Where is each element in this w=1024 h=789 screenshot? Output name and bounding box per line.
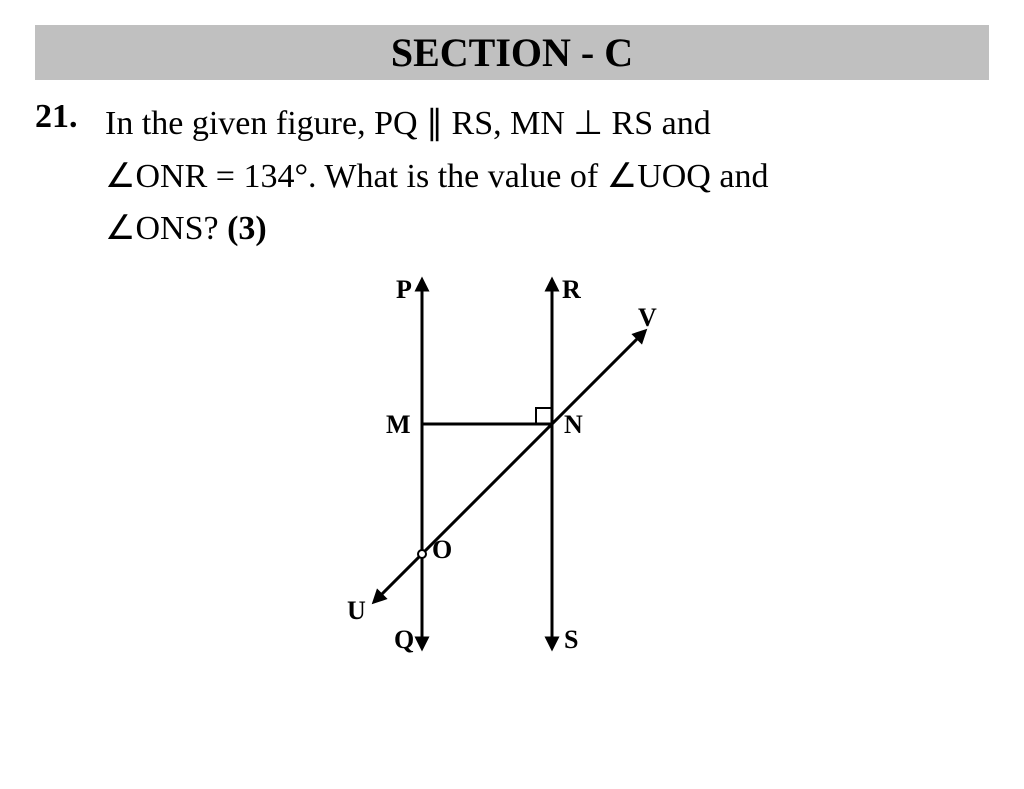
label-Q: Q	[394, 625, 414, 654]
label-U: U	[347, 596, 366, 625]
label-S: S	[564, 625, 578, 654]
section-header: SECTION - C	[35, 25, 989, 80]
label-R: R	[562, 275, 581, 304]
question-number: 21.	[35, 98, 105, 136]
label-P: P	[396, 275, 412, 304]
label-V: V	[638, 303, 657, 332]
geometry-figure: P R M N O U V Q S	[312, 264, 712, 684]
label-M: M	[386, 410, 411, 439]
question-line-1: In the given figure, PQ ∥ RS, MN ⊥ RS an…	[105, 98, 989, 151]
question-block: 21. In the given figure, PQ ∥ RS, MN ⊥ R…	[35, 98, 989, 256]
label-O: O	[432, 535, 452, 564]
figure-container: P R M N O U V Q S	[35, 264, 989, 684]
label-N: N	[564, 410, 583, 439]
page: SECTION - C 21. In the given figure, PQ …	[0, 0, 1024, 709]
question-marks: (3)	[227, 210, 267, 247]
question-line-3: ∠ONS?	[105, 210, 219, 247]
question-text: In the given figure, PQ ∥ RS, MN ⊥ RS an…	[105, 98, 989, 256]
question-line-2: ∠ONR = 134°. What is the value of ∠UOQ a…	[105, 151, 989, 204]
